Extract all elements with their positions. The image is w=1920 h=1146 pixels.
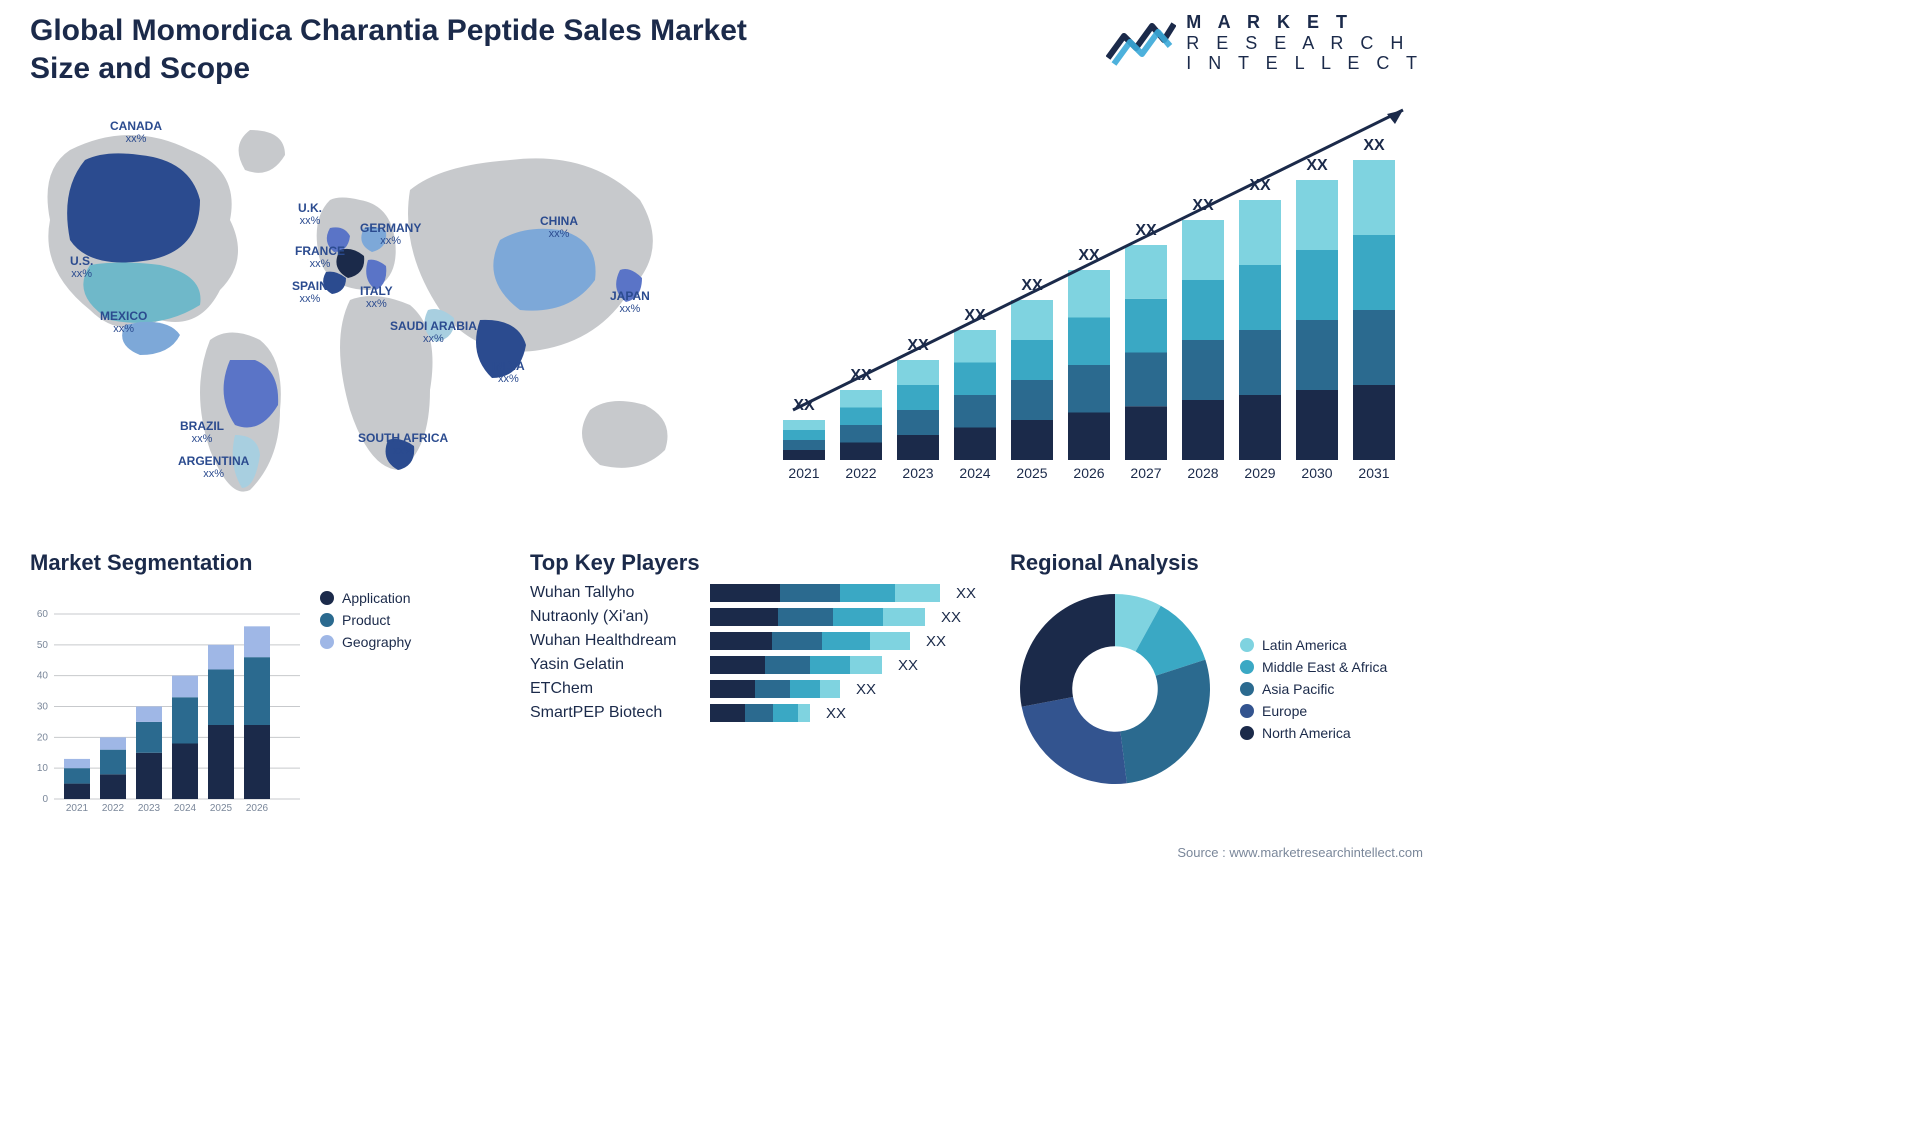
regional-donut-chart [1010,584,1220,794]
brand-logo: M A R K E T R E S E A R C H I N T E L L … [1106,12,1423,74]
country-label: ITALYxx% [360,285,393,310]
svg-text:2024: 2024 [174,803,197,814]
growth-chart-svg: XX2021XX2022XX2023XX2024XX2025XX2026XX20… [763,100,1423,490]
legend-item: Geography [320,634,411,650]
legend-item: Middle East & Africa [1240,659,1387,675]
key-player-row: SmartPEP Biotech XX [530,704,980,722]
source-credit: Source : www.marketresearchintellect.com [1177,845,1423,860]
svg-text:30: 30 [37,702,49,713]
key-players-title: Top Key Players [530,550,980,576]
svg-text:2030: 2030 [1301,465,1332,481]
svg-text:2023: 2023 [902,465,933,481]
key-player-name: Wuhan Tallyho [530,584,700,602]
svg-text:2022: 2022 [845,465,876,481]
country-label: JAPANxx% [610,290,650,315]
svg-text:XX: XX [1306,157,1328,174]
country-label: U.K.xx% [298,202,322,227]
key-player-value: XX [926,633,946,650]
svg-text:2022: 2022 [102,803,125,814]
regional-legend: Latin America Middle East & Africa Asia Pa… [1240,631,1387,747]
key-player-row: ETChem XX [530,680,980,698]
key-player-bar [710,680,840,698]
country-label: CANADAxx% [110,120,162,145]
growth-bar-chart: XX2021XX2022XX2023XX2024XX2025XX2026XX20… [763,100,1423,490]
country-label: GERMANYxx% [360,222,421,247]
svg-text:40: 40 [37,671,49,682]
legend-item: Application [320,590,411,606]
world-map: CANADAxx% U.S.xx% MEXICOxx% BRAZILxx% ARGENT… [30,110,710,510]
country-label: BRAZILxx% [180,420,224,445]
legend-item: Asia Pacific [1240,681,1387,697]
country-label: SOUTH AFRICAxx% [358,432,448,457]
key-player-name: Nutraonly (Xi'an) [530,608,700,626]
svg-text:2025: 2025 [1016,465,1047,481]
segmentation-title: Market Segmentation [30,550,490,576]
svg-text:2026: 2026 [1073,465,1104,481]
header: Global Momordica Charantia Peptide Sales… [30,12,1423,87]
logo-mark-icon [1106,18,1176,68]
svg-text:60: 60 [37,609,49,620]
regional-panel: Regional Analysis Latin America Middle Ea… [1010,550,1430,794]
svg-text:0: 0 [42,794,48,805]
country-label: FRANCExx% [295,245,345,270]
key-player-row: Nutraonly (Xi'an) XX [530,608,980,626]
key-players-list: Wuhan TallyhoXXNutraonly (Xi'an)XXWuhan … [530,584,980,722]
svg-text:XX: XX [1363,137,1385,154]
country-label: SAUDI ARABIAxx% [390,320,477,345]
country-label: INDIAxx% [492,360,525,385]
key-player-bar [710,704,810,722]
svg-text:2021: 2021 [788,465,819,481]
legend-item: Europe [1240,703,1387,719]
key-player-value: XX [856,681,876,698]
key-player-row: Yasin Gelatin XX [530,656,980,674]
legend-item: North America [1240,725,1387,741]
segmentation-chart: 0 10 20 30 40 50 60 2021 2022 2023 2024 2025 2026 [30,584,300,814]
key-player-value: XX [941,609,961,626]
key-player-value: XX [956,585,976,602]
logo-text: M A R K E T R E S E A R C H I N T E L L … [1186,12,1423,74]
svg-text:2021: 2021 [66,803,89,814]
svg-text:2023: 2023 [138,803,161,814]
key-player-bar [710,608,925,626]
segmentation-panel: Market Segmentation 0 10 20 30 40 50 60 2021 202… [30,550,490,814]
key-player-bar [710,656,882,674]
country-label: SPAINxx% [292,280,328,305]
key-player-name: SmartPEP Biotech [530,704,700,722]
svg-text:2027: 2027 [1130,465,1161,481]
country-label: MEXICOxx% [100,310,147,335]
key-player-bar [710,584,940,602]
key-player-value: XX [826,705,846,722]
legend-item: Product [320,612,411,628]
regional-title: Regional Analysis [1010,550,1430,576]
country-label: ARGENTINAxx% [178,455,249,480]
page-title: Global Momordica Charantia Peptide Sales… [30,12,810,87]
key-player-bar [710,632,910,650]
key-player-row: Wuhan Tallyho XX [530,584,980,602]
segmentation-legend: Application Product Geography [320,584,411,656]
svg-text:2028: 2028 [1187,465,1218,481]
key-player-name: ETChem [530,680,700,698]
svg-text:2025: 2025 [210,803,233,814]
legend-item: Latin America [1240,637,1387,653]
country-label: U.S.xx% [70,255,93,280]
key-player-value: XX [898,657,918,674]
svg-text:2031: 2031 [1358,465,1389,481]
svg-text:50: 50 [37,640,49,651]
svg-text:10: 10 [37,763,49,774]
country-label: CHINAxx% [540,215,578,240]
key-player-row: Wuhan Healthdream XX [530,632,980,650]
key-player-name: Yasin Gelatin [530,656,700,674]
svg-text:2026: 2026 [246,803,269,814]
svg-text:20: 20 [37,732,49,743]
key-players-panel: Top Key Players Wuhan TallyhoXXNutraonly… [530,550,980,728]
key-player-name: Wuhan Healthdream [530,632,700,650]
svg-text:2029: 2029 [1244,465,1275,481]
svg-text:2024: 2024 [959,465,990,481]
